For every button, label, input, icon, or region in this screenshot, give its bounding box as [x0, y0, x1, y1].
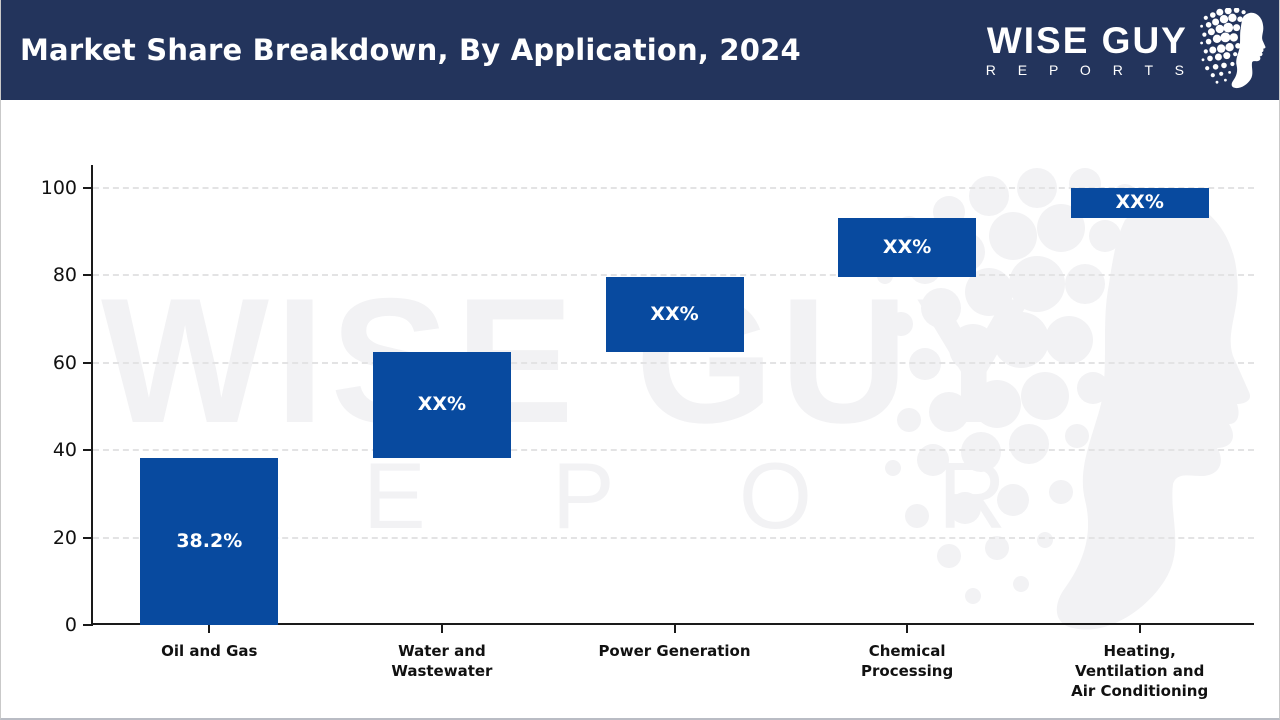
gridline-60 — [93, 361, 1254, 364]
y-axis-tick-100 — [83, 187, 93, 189]
y-axis-tick-40 — [83, 449, 93, 452]
y-axis-label-0: 0 — [64, 614, 77, 636]
y-axis-tick-60 — [83, 361, 93, 364]
logo-wordmark: WISE GUY — [986, 20, 1188, 61]
plot-area: 0 20 40 60 80 100 38.2% Oil and Gas XX% Water and… — [41, 165, 1254, 700]
x-axis-tick — [906, 625, 909, 633]
bar-value-label: 38.2% — [176, 529, 243, 552]
x-axis-category-label: Oil and Gas — [94, 641, 324, 661]
x-axis-label-line: Oil and Gas — [161, 642, 258, 660]
x-axis-label-line: Processing — [861, 662, 954, 680]
y-axis-tick-80 — [83, 274, 93, 277]
y-axis-tick-0 — [83, 624, 93, 626]
x-axis-tick — [440, 625, 443, 633]
bar-value-label: XX% — [650, 302, 699, 325]
header-bar: Market Share Breakdown, By Application, … — [1, 0, 1279, 100]
page-title: Market Share Breakdown, By Application, … — [20, 33, 801, 67]
logo-subtitle: R E P O R T S — [985, 62, 1193, 78]
x-axis-category-label: Chemical Processing — [792, 641, 1022, 681]
wiseguy-logo-text: WISE GUY R E P O R T S — [982, 20, 1193, 79]
y-axis-label-60: 60 — [52, 351, 77, 374]
gridline-100 — [93, 187, 1254, 189]
x-axis-label-line: Power Generation — [598, 642, 751, 660]
bar-value-label: XX% — [1115, 191, 1164, 214]
gridline-20 — [93, 536, 1254, 539]
x-axis-label-line: Chemical — [868, 642, 946, 660]
y-axis-label-80: 80 — [52, 264, 77, 287]
gridline-80 — [93, 274, 1254, 277]
bar-segment: 38.2% — [140, 458, 279, 625]
x-axis-tick — [208, 625, 211, 633]
x-axis-label-line: Ventilation and — [1075, 662, 1205, 680]
x-axis-tick — [1138, 625, 1141, 633]
x-axis-category-label: Heating, Ventilation and Air Conditioning — [1025, 641, 1255, 701]
y-axis-label-100: 100 — [40, 177, 77, 199]
bar-value-label: XX% — [417, 393, 467, 416]
x-axis-tick — [673, 625, 676, 633]
wiseguy-logo: WISE GUY R E P O R T S — [982, 8, 1267, 92]
bar-segment: XX% — [838, 218, 977, 278]
gridline-40 — [93, 449, 1254, 452]
bar-segment: XX% — [372, 352, 511, 459]
chart-canvas: WISE GUY R E P O R T S 02040608010038.2%… — [1, 100, 1279, 718]
x-axis-category-label: Water and Wastewater — [327, 641, 557, 681]
y-axis-tick-20 — [83, 536, 93, 539]
x-axis-category-label: Power Generation — [560, 641, 790, 661]
x-axis-label-line: Wastewater — [391, 662, 493, 680]
x-axis-label-line: Heating, — [1103, 642, 1176, 660]
bar-segment: XX% — [605, 277, 744, 353]
bar-value-label: XX% — [882, 235, 932, 258]
wiseguy-head-icon — [1200, 8, 1266, 89]
y-axis-label-40: 40 — [52, 439, 77, 462]
x-axis-label-line: Air Conditioning — [1071, 682, 1209, 700]
x-axis-label-line: Water and — [398, 642, 486, 660]
bar-segment: XX% — [1070, 188, 1209, 219]
y-axis-label-20: 20 — [52, 526, 77, 549]
